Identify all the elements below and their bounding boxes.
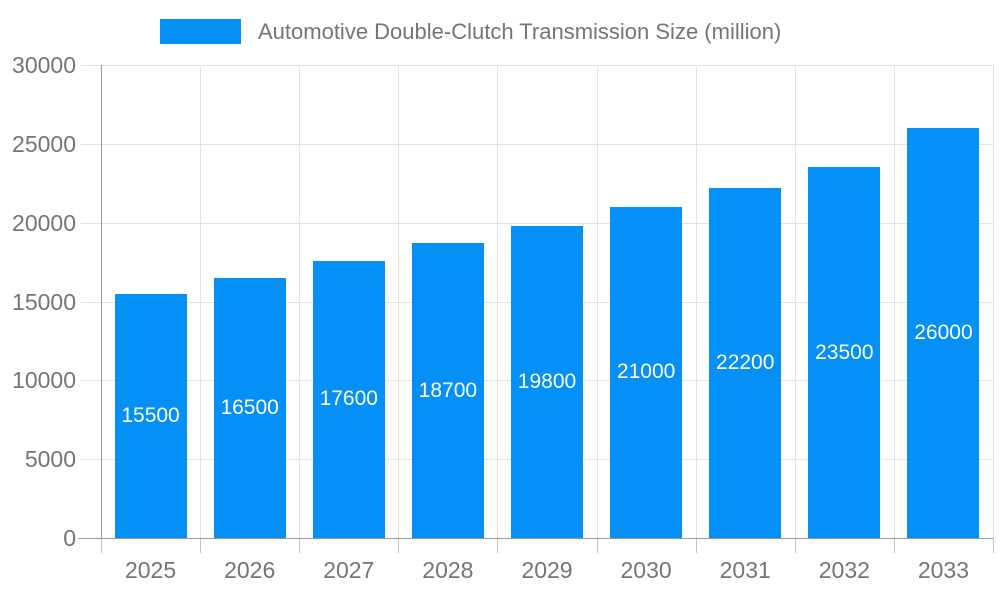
- h-gridline: [101, 65, 993, 66]
- y-tick-label: 30000: [12, 52, 76, 78]
- x-tick-label: 2028: [422, 557, 474, 583]
- x-axis-line: [78, 538, 993, 539]
- x-axis-tick: [200, 538, 202, 553]
- bar: 26000: [907, 128, 980, 538]
- y-axis-tick: [81, 380, 101, 382]
- bar: 22200: [709, 187, 782, 538]
- x-axis-tick: [299, 538, 301, 553]
- bar-value-label: 16500: [220, 395, 279, 419]
- y-axis-tick: [81, 222, 101, 224]
- x-axis-tick: [101, 538, 102, 553]
- v-gridline: [200, 65, 202, 538]
- y-tick-label: 5000: [24, 446, 76, 473]
- bar: 19800: [511, 225, 583, 538]
- bar: 23500: [808, 167, 881, 538]
- x-tick-label: 2033: [917, 557, 970, 583]
- bar-value-label: 18700: [418, 378, 478, 402]
- y-tick-label: 20000: [12, 209, 76, 236]
- bar-value-label: 15500: [121, 403, 180, 427]
- h-gridline: [101, 222, 993, 224]
- x-tick-label: 2029: [521, 557, 573, 583]
- x-tick-label: 2026: [224, 557, 276, 583]
- v-gridline: [398, 65, 400, 538]
- x-axis-tick: [893, 538, 895, 553]
- x-axis-tick: [993, 538, 994, 553]
- x-axis-tick: [497, 538, 499, 553]
- legend-swatch-icon: [160, 19, 241, 44]
- y-axis-line: [101, 65, 102, 538]
- legend-series-label: Automotive Double-Clutch Transmission Si…: [258, 19, 782, 44]
- v-gridline: [794, 65, 796, 538]
- x-tick-label: 2032: [818, 557, 870, 583]
- bar-value-label: 17600: [319, 387, 378, 411]
- x-tick-label: 2030: [620, 557, 672, 583]
- v-gridline: [695, 65, 697, 538]
- v-gridline: [893, 65, 895, 538]
- x-axis-tick: [794, 538, 796, 553]
- y-axis-tick: [81, 301, 101, 303]
- h-gridline: [101, 143, 993, 145]
- v-gridline: [596, 65, 598, 538]
- x-tick-label: 2027: [323, 557, 375, 583]
- y-axis-tick: [81, 459, 101, 461]
- x-tick-label: 2031: [719, 557, 771, 583]
- x-axis-tick: [596, 538, 598, 553]
- y-tick-label: 25000: [12, 130, 76, 157]
- bar: 16500: [213, 277, 286, 538]
- bar: 15500: [114, 293, 187, 538]
- x-tick-label: 2025: [124, 557, 177, 583]
- y-axis-tick: [81, 143, 101, 145]
- bar: 17600: [312, 260, 385, 538]
- x-axis-tick: [398, 538, 400, 553]
- bar-value-label: 19800: [517, 369, 577, 393]
- x-axis-tick: [695, 538, 697, 553]
- y-tick-label: 0: [63, 525, 76, 551]
- bar: 18700: [411, 243, 484, 538]
- y-tick-label: 10000: [12, 367, 76, 394]
- y-tick-label: 15000: [12, 288, 76, 315]
- bar-value-label: 23500: [815, 340, 874, 364]
- bar-value-label: 22200: [716, 350, 775, 374]
- v-gridline: [993, 65, 994, 538]
- bar-value-label: 21000: [616, 360, 676, 384]
- y-axis-tick: [81, 65, 101, 66]
- v-gridline: [497, 65, 499, 538]
- bar-value-label: 26000: [914, 321, 973, 345]
- v-gridline: [299, 65, 301, 538]
- bar: 21000: [610, 206, 683, 538]
